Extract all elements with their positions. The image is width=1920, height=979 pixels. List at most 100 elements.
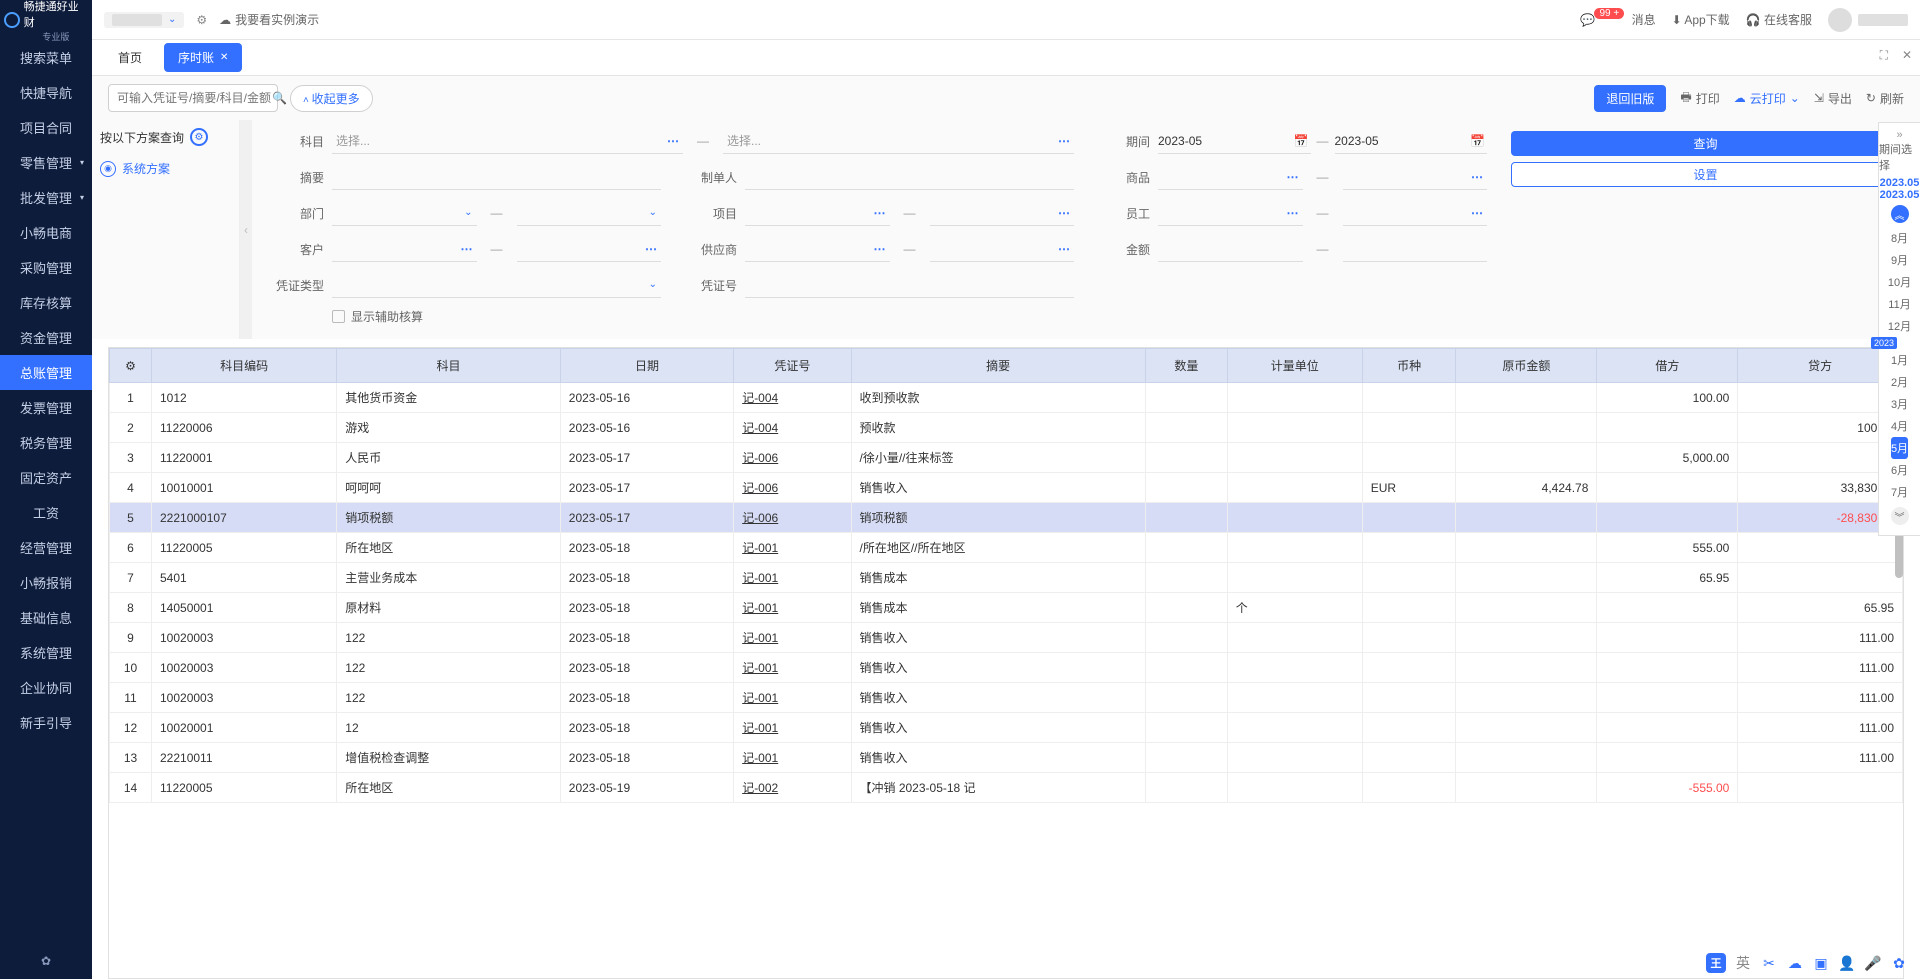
voucher-link[interactable]: 记-001 bbox=[742, 751, 778, 765]
customer-from-input[interactable]: ⋯ bbox=[332, 236, 477, 262]
table-row[interactable]: 11100200031222023-05-18记-001销售收入111.00 bbox=[110, 683, 1903, 713]
table-row[interactable]: 10100200031222023-05-18记-001销售收入111.00 bbox=[110, 653, 1903, 683]
table-row[interactable]: 1322210011增值税检查调整2023-05-18记-001销售收入111.… bbox=[110, 743, 1903, 773]
refresh-button[interactable]: ↻刷新 bbox=[1866, 90, 1904, 107]
ellipsis-icon[interactable]: ⋯ bbox=[1058, 206, 1070, 220]
column-header[interactable]: 计量单位 bbox=[1227, 349, 1362, 383]
ellipsis-icon[interactable]: ⋯ bbox=[1058, 242, 1070, 256]
ellipsis-icon[interactable]: ⋯ bbox=[667, 134, 679, 148]
nav-item[interactable]: 系统管理 bbox=[0, 635, 92, 670]
period-from-input[interactable]: 2023-05📅 bbox=[1158, 128, 1311, 154]
tab-journal[interactable]: 序时账 ✕ bbox=[164, 43, 242, 72]
period-month[interactable]: 5月 bbox=[1891, 437, 1908, 459]
nav-item[interactable]: 资金管理 bbox=[0, 320, 92, 355]
period-month[interactable]: 8月 bbox=[1888, 227, 1911, 249]
employee-from-input[interactable]: ⋯ bbox=[1158, 200, 1303, 226]
calendar-icon[interactable]: 📅 bbox=[1294, 134, 1309, 148]
scroll-down-icon[interactable]: ︾ bbox=[1891, 507, 1909, 525]
maker-input[interactable] bbox=[745, 164, 1074, 190]
voucher-link[interactable]: 记-002 bbox=[742, 781, 778, 795]
table-row[interactable]: 52221000107销项税额2023-05-17记-006销项税额-28,83… bbox=[110, 503, 1903, 533]
service-link[interactable]: 🎧 在线客服 bbox=[1746, 11, 1812, 28]
employee-to-input[interactable]: ⋯ bbox=[1343, 200, 1488, 226]
column-header[interactable]: 科目编码 bbox=[152, 349, 337, 383]
period-month[interactable]: 12月 bbox=[1888, 315, 1911, 337]
table-row[interactable]: 611220005所在地区2023-05-18记-001/所在地区//所在地区5… bbox=[110, 533, 1903, 563]
mic-icon[interactable]: 🎤 bbox=[1864, 954, 1882, 972]
nav-item[interactable]: 新手引导 bbox=[0, 705, 92, 740]
close-all-icon[interactable]: ✕ bbox=[1902, 48, 1912, 62]
ellipsis-icon[interactable]: ⋯ bbox=[461, 242, 473, 256]
aux-checkbox[interactable] bbox=[332, 310, 345, 323]
ime-lang[interactable]: 英 bbox=[1734, 954, 1752, 972]
supplier-to-input[interactable]: ⋯ bbox=[930, 236, 1075, 262]
column-header[interactable]: 科目 bbox=[337, 349, 560, 383]
column-header[interactable]: 凭证号 bbox=[734, 349, 851, 383]
voucher-link[interactable]: 记-001 bbox=[742, 721, 778, 735]
product-from-input[interactable]: ⋯ bbox=[1158, 164, 1303, 190]
voucher-link[interactable]: 记-006 bbox=[742, 481, 778, 495]
nav-item[interactable]: 搜索菜单 bbox=[0, 40, 92, 75]
voucher-link[interactable]: 记-004 bbox=[742, 421, 778, 435]
vtype-input[interactable]: ⌄ bbox=[332, 272, 661, 298]
chevron-down-icon[interactable]: ⌄ bbox=[649, 279, 657, 290]
period-year-to[interactable]: 2023.05 bbox=[1880, 189, 1920, 201]
scroll-up-icon[interactable]: ︽ bbox=[1891, 205, 1909, 223]
ellipsis-icon[interactable]: ⋯ bbox=[1471, 170, 1483, 184]
table-row[interactable]: 211220006游戏2023-05-16记-004预收款100.00 bbox=[110, 413, 1903, 443]
collapse-button[interactable]: ˄ 收起更多 bbox=[290, 85, 373, 112]
nav-item[interactable]: 库存核算 bbox=[0, 285, 92, 320]
supplier-from-input[interactable]: ⋯ bbox=[745, 236, 890, 262]
person-icon[interactable]: 👤 bbox=[1838, 954, 1856, 972]
voucher-link[interactable]: 记-001 bbox=[742, 631, 778, 645]
period-to-input[interactable]: 2023-05📅 bbox=[1335, 128, 1488, 154]
voucher-link[interactable]: 记-004 bbox=[742, 391, 778, 405]
export-button[interactable]: ⇲导出 bbox=[1814, 90, 1852, 107]
table-row[interactable]: 410010001呵呵呵2023-05-17记-006销售收入EUR4,424.… bbox=[110, 473, 1903, 503]
period-year-from[interactable]: 2023.05 bbox=[1880, 177, 1920, 189]
fullscreen-icon[interactable]: ⛶ bbox=[1880, 48, 1888, 63]
voucher-link[interactable]: 记-001 bbox=[742, 661, 778, 675]
period-month[interactable]: 10月 bbox=[1888, 271, 1911, 293]
customer-to-input[interactable]: ⋯ bbox=[517, 236, 662, 262]
period-month[interactable]: 2月 bbox=[1887, 371, 1912, 393]
message-link[interactable]: 💬 99 + 消息 bbox=[1580, 11, 1655, 28]
voucher-link[interactable]: 记-001 bbox=[742, 691, 778, 705]
table-row[interactable]: 11012其他货币资金2023-05-16记-004收到预收款100.00 bbox=[110, 383, 1903, 413]
gear-icon[interactable]: ⚙ bbox=[196, 13, 207, 27]
nav-item[interactable]: 批发管理▾ bbox=[0, 180, 92, 215]
ellipsis-icon[interactable]: ⋯ bbox=[874, 206, 886, 220]
voucher-link[interactable]: 记-001 bbox=[742, 541, 778, 555]
nav-item[interactable]: 固定资产 bbox=[0, 460, 92, 495]
dept-to-input[interactable]: ⌄ bbox=[517, 200, 662, 226]
ime-badge[interactable]: 王 bbox=[1706, 953, 1726, 973]
table-row[interactable]: 1411220005所在地区2023-05-19记-002【冲销 2023-05… bbox=[110, 773, 1903, 803]
voucher-link[interactable]: 记-006 bbox=[742, 511, 778, 525]
dept-from-input[interactable]: ⌄ bbox=[332, 200, 477, 226]
ellipsis-icon[interactable]: ⋯ bbox=[874, 242, 886, 256]
settings-icon[interactable]: ✿ bbox=[1890, 954, 1908, 972]
period-month[interactable]: 1月 bbox=[1887, 349, 1912, 371]
sidebar-settings-icon[interactable]: ✿ bbox=[0, 943, 92, 979]
demo-link[interactable]: ☁ 我要看实例演示 bbox=[219, 11, 319, 28]
period-month[interactable]: 3月 bbox=[1887, 393, 1912, 415]
chevron-down-icon[interactable]: ⌄ bbox=[464, 207, 472, 218]
nav-item[interactable]: 小畅电商 bbox=[0, 215, 92, 250]
table-row[interactable]: 311220001人民币2023-05-17记-006/徐小量//往来标签5,0… bbox=[110, 443, 1903, 473]
nav-item[interactable]: 企业协同 bbox=[0, 670, 92, 705]
collapse-handle[interactable]: ‹ bbox=[240, 120, 252, 339]
search-input[interactable] bbox=[117, 91, 272, 105]
calendar-icon[interactable]: 📅 bbox=[1470, 134, 1485, 148]
panel-icon[interactable]: ▣ bbox=[1812, 954, 1830, 972]
project-from-input[interactable]: ⋯ bbox=[745, 200, 890, 226]
table-row[interactable]: 1210020001122023-05-18记-001销售收入111.00 bbox=[110, 713, 1903, 743]
nav-item[interactable]: 零售管理▾ bbox=[0, 145, 92, 180]
amount-to-input[interactable] bbox=[1343, 236, 1488, 262]
gear-column-icon[interactable]: ⚙ bbox=[110, 349, 152, 383]
ellipsis-icon[interactable]: ⋯ bbox=[1471, 206, 1483, 220]
table-row[interactable]: 814050001原材料2023-05-18记-001销售成本个65.95 bbox=[110, 593, 1903, 623]
product-to-input[interactable]: ⋯ bbox=[1343, 164, 1488, 190]
period-month[interactable]: 7月 bbox=[1887, 481, 1912, 503]
column-header[interactable]: 数量 bbox=[1145, 349, 1227, 383]
ellipsis-icon[interactable]: ⋯ bbox=[645, 242, 657, 256]
